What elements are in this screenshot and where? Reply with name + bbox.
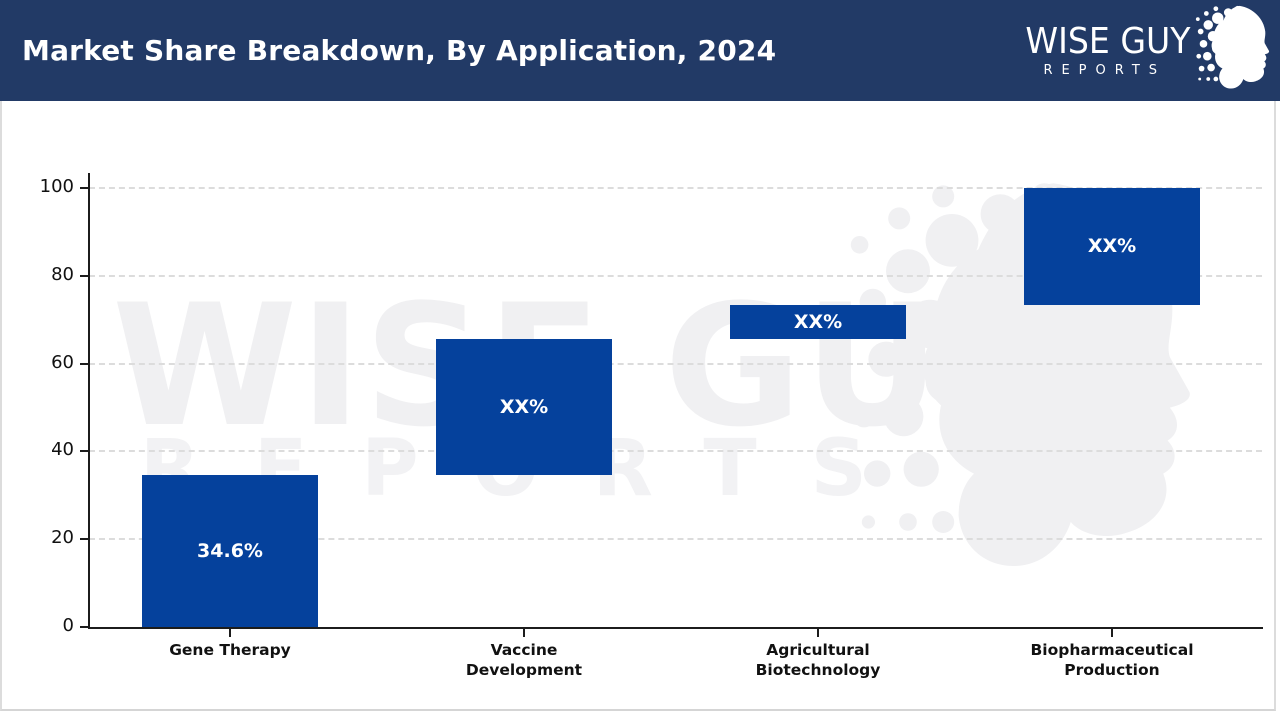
logo-face-icon <box>1194 3 1270 98</box>
y-axis-tick <box>80 450 88 453</box>
gridline-80 <box>89 274 1262 277</box>
bar-biopharmaceutical-production: XX% <box>1024 188 1200 305</box>
gridline-100 <box>89 187 1262 189</box>
y-tick-label: 100 <box>39 176 74 197</box>
bar-value-label: XX% <box>499 396 549 419</box>
y-axis-tick <box>80 626 88 628</box>
y-axis-tick <box>80 538 88 541</box>
bar-gene-therapy: 34.6% <box>142 475 318 627</box>
y-tick-label: 40 <box>51 439 74 461</box>
logo-subtitle: REPORTS <box>1043 63 1167 78</box>
gridline-60 <box>89 362 1262 365</box>
y-tick-label: 20 <box>51 527 74 549</box>
y-axis-tick <box>80 274 88 277</box>
bar-vaccine-development: XX% <box>436 339 612 476</box>
x-axis-tick <box>229 629 231 637</box>
x-category-line: Biotechnology <box>755 661 881 679</box>
x-axis-tick <box>523 629 525 637</box>
x-axis-tick <box>817 629 819 637</box>
x-category-line: Biopharmaceutical <box>1030 641 1194 659</box>
x-category-line: Production <box>1064 661 1160 679</box>
x-axis-line <box>88 627 1263 629</box>
y-tick-label: 80 <box>51 263 74 285</box>
header-bar: Market Share Breakdown, By Application, … <box>0 0 1280 101</box>
y-axis-tick <box>80 187 88 189</box>
logo-brand-name: WISE GUY <box>1024 21 1190 62</box>
x-axis-tick <box>1111 629 1113 637</box>
wise-guy-reports-logo: WISE GUY REPORTS <box>1011 3 1271 98</box>
x-category-label-gene-therapy: Gene Therapy <box>100 640 360 660</box>
x-category-line: Gene Therapy <box>169 641 291 659</box>
gridline-20 <box>89 538 1262 541</box>
bar-value-label: XX% <box>793 311 843 334</box>
x-category-label-vaccine-development: Vaccine Development <box>394 640 654 680</box>
x-category-line: Agricultural <box>766 641 870 659</box>
bar-value-label: 34.6% <box>197 540 263 563</box>
bar-value-label: XX% <box>1087 235 1137 258</box>
y-axis-tick <box>80 362 88 365</box>
y-tick-label: 0 <box>62 615 74 636</box>
y-axis-line <box>88 173 90 629</box>
bar-agricultural-biotechnology: XX% <box>730 304 906 340</box>
x-category-label-biopharmaceutical-production: Biopharmaceutical Production <box>982 640 1242 680</box>
x-category-line: Vaccine <box>490 641 558 659</box>
x-category-line: Development <box>465 661 583 679</box>
page-title: Market Share Breakdown, By Application, … <box>22 34 777 67</box>
logo-text: WISE GUY REPORTS <box>1011 21 1190 78</box>
y-tick-label: 60 <box>51 351 74 373</box>
gridline-40 <box>89 450 1262 453</box>
x-category-label-agricultural-biotechnology: Agricultural Biotechnology <box>688 640 948 680</box>
